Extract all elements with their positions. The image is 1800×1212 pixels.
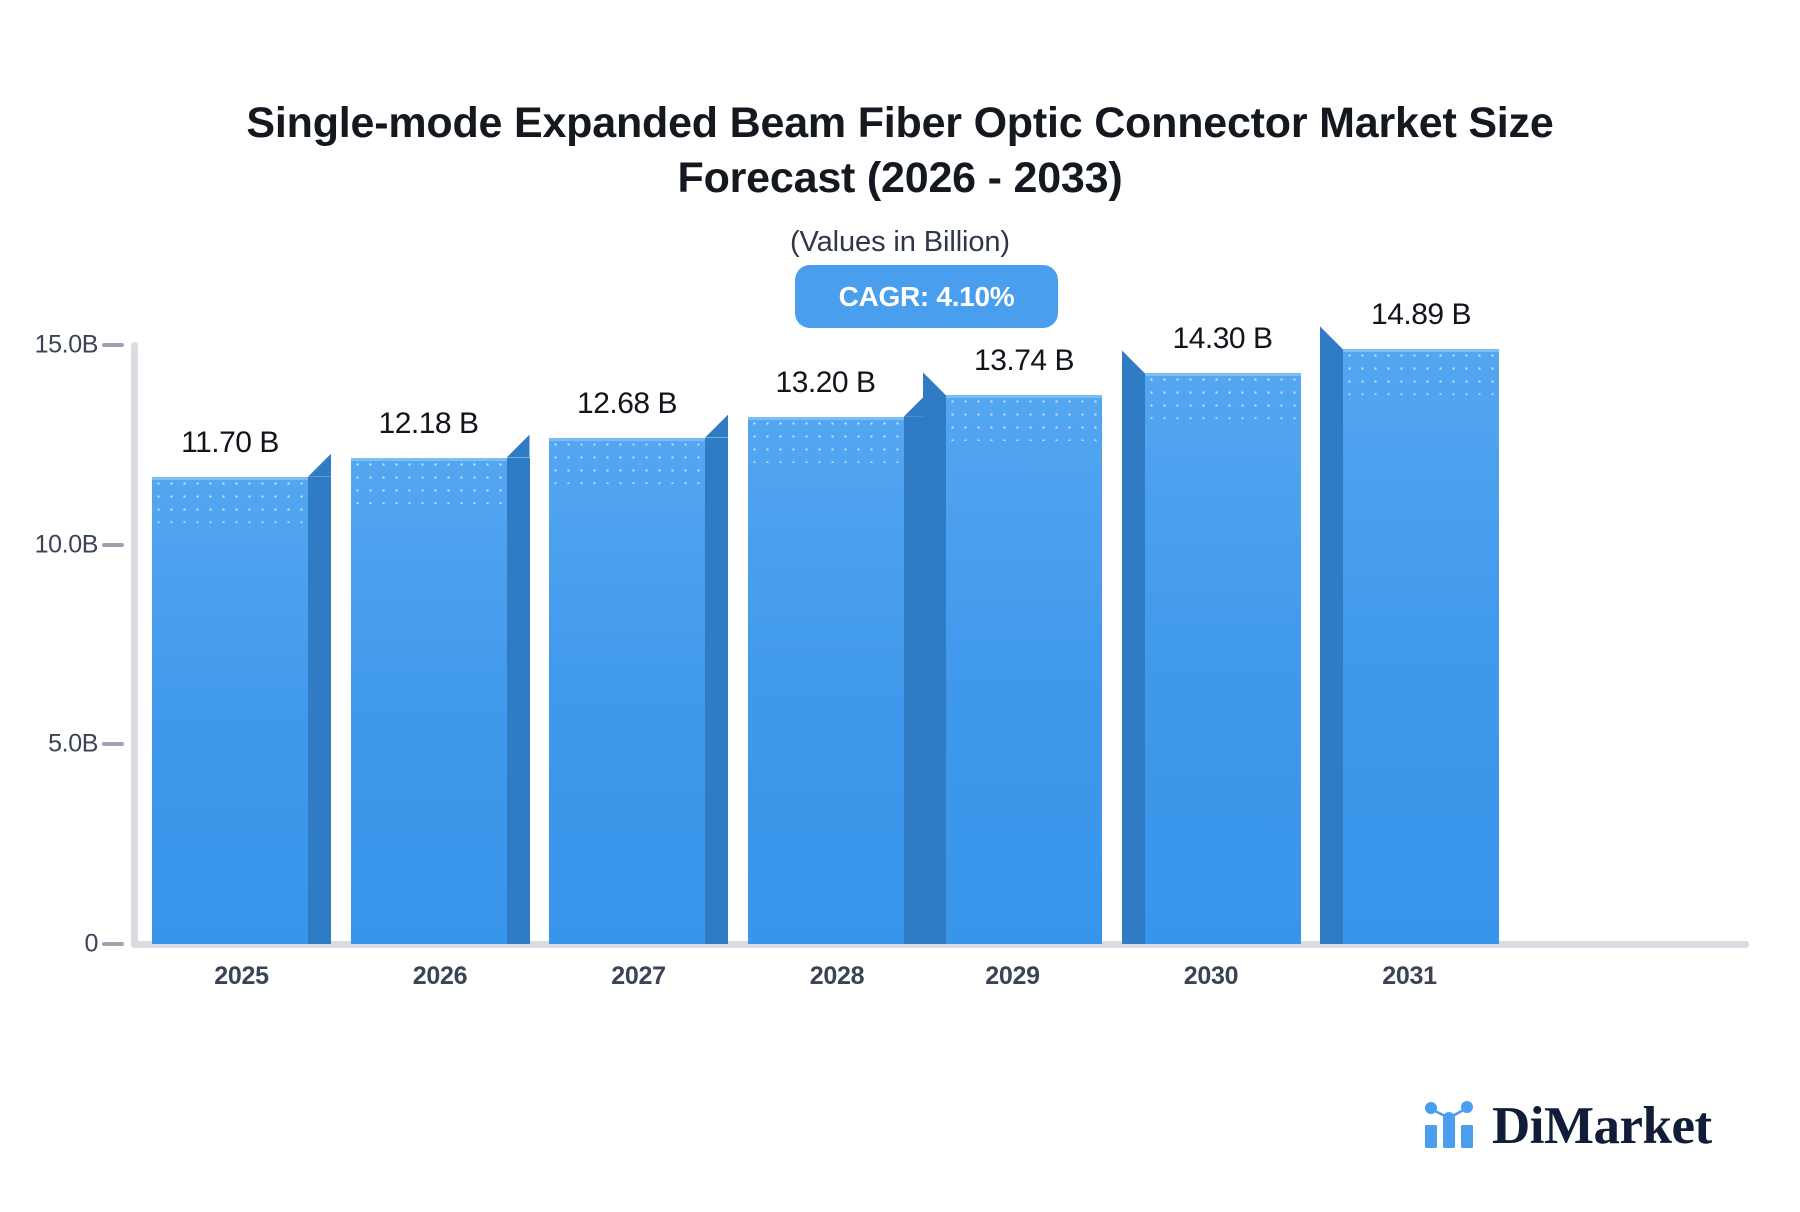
bar-value-label: 13.20 B	[775, 365, 876, 399]
chart-header: Single-mode Expanded Beam Fiber Optic Co…	[0, 0, 1800, 259]
bar-front-face	[1343, 349, 1499, 944]
bar-top-face	[1121, 349, 1145, 373]
y-axis-tick-mark	[102, 542, 124, 547]
x-axis-tick-label: 2026	[412, 962, 468, 990]
bar-top-face	[506, 434, 530, 458]
bar-side-face	[506, 457, 530, 944]
x-axis-tick-label: 2030	[1183, 962, 1239, 990]
bar-front-face	[152, 476, 308, 944]
cagr-badge-label: CAGR: 4.10%	[838, 280, 1015, 312]
bar-value-label: 14.89 B	[1371, 298, 1471, 332]
bar-top-face	[923, 372, 946, 396]
bar-top-face	[1320, 326, 1343, 350]
brand-wordmark: DiMarket	[1492, 1097, 1712, 1155]
y-axis-tick-mark	[102, 343, 124, 347]
bar-side-face	[923, 395, 946, 944]
y-axis-tick-label: 5.0B	[48, 729, 98, 758]
bar-front-face	[946, 395, 1102, 944]
bar-texture	[946, 395, 1102, 442]
bar-2030[interactable]: 14.30 B	[1121, 322, 1301, 944]
bar-texture	[152, 476, 308, 523]
bar-side-face	[705, 437, 728, 944]
bar-value-label: 13.74 B	[974, 344, 1074, 378]
bar-side-face	[903, 416, 927, 944]
y-axis-tick-label: 10.0B	[34, 530, 99, 559]
bar-value-label: 14.30 B	[1172, 321, 1273, 355]
bar-value-label: 11.70 B	[181, 425, 279, 459]
y-axis-tick-mark	[102, 742, 124, 747]
bar-value-label: 12.18 B	[378, 406, 479, 440]
bar-2029[interactable]: 13.74 B	[923, 344, 1102, 944]
bar-2026[interactable]: 12.18 B	[350, 407, 530, 944]
bar-front-face	[1144, 372, 1301, 944]
y-axis-tick-mark	[102, 942, 124, 946]
bar-texture	[1144, 372, 1301, 419]
page-title: Single-mode Expanded Beam Fiber Optic Co…	[246, 99, 1554, 203]
x-axis-tick-label: 2027	[611, 962, 666, 990]
bar-top-face	[705, 414, 728, 438]
bar-side-face	[308, 476, 331, 944]
x-axis-tick-label: 2025	[214, 962, 269, 990]
bar-texture	[1343, 349, 1499, 396]
bar-top-face	[308, 453, 331, 477]
bar-texture	[747, 416, 904, 463]
y-axis-tick-label: 0	[84, 929, 98, 958]
bar-2028[interactable]: 13.20 B	[747, 366, 927, 944]
x-axis-tick-label: 2029	[985, 962, 1040, 990]
bar-2031[interactable]: 14.89 B	[1320, 298, 1499, 944]
bar-side-face	[1320, 349, 1343, 944]
x-axis-tick-label: 2028	[809, 962, 865, 990]
x-axis-tick-label: 2031	[1382, 962, 1437, 990]
brand-logo: DiMarket	[1422, 1098, 1712, 1155]
bar-texture	[350, 457, 507, 504]
bar-texture	[549, 437, 705, 484]
y-axis-line	[131, 342, 138, 947]
x-axis-line	[131, 941, 1749, 948]
bar-front-face	[747, 416, 904, 944]
bar-side-face	[1121, 372, 1145, 944]
y-axis-tick-label: 15.0B	[34, 330, 99, 359]
bar-front-face	[350, 457, 507, 944]
bar-value-label: 12.68 B	[577, 386, 677, 420]
bar-chart-logo-icon	[1422, 1098, 1478, 1155]
bar-front-face	[549, 437, 705, 944]
bar-2025[interactable]: 11.70 B	[152, 426, 331, 944]
bar-2027[interactable]: 12.68 B	[549, 387, 728, 944]
cagr-badge: CAGR: 4.10%	[795, 265, 1058, 328]
chart-subtitle: (Values in Billion)	[790, 226, 1010, 259]
